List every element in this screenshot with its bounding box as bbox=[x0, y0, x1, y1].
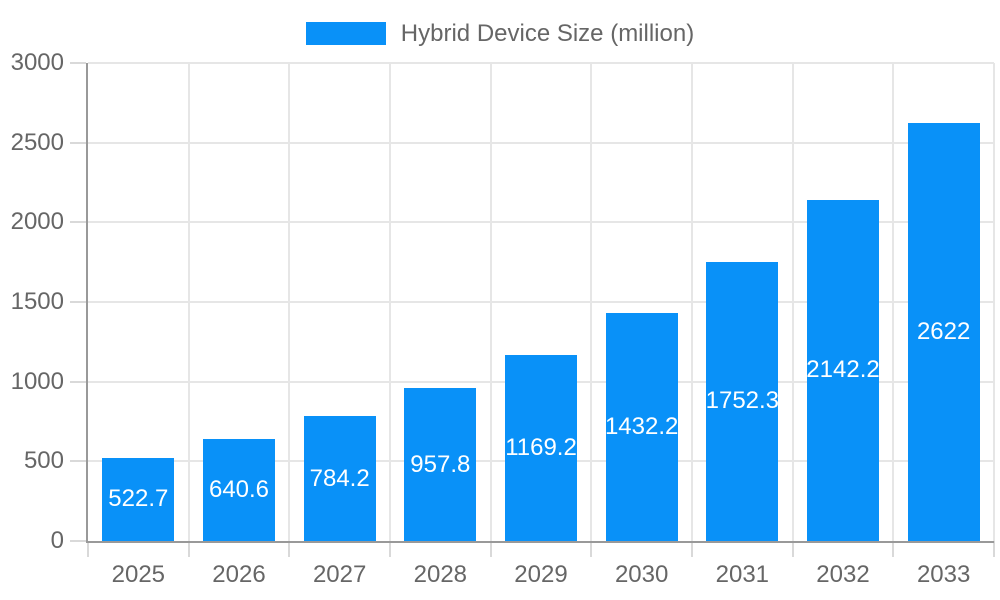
bar-value-label: 1752.3 bbox=[705, 387, 780, 415]
v-gridline bbox=[288, 63, 291, 541]
bar-value-label: 522.7 bbox=[108, 485, 169, 513]
x-tick-label: 2029 bbox=[514, 561, 568, 588]
y-axis-tick bbox=[70, 62, 86, 64]
legend-swatch bbox=[305, 22, 386, 45]
bar: 2142.2 bbox=[806, 199, 880, 541]
v-gridline bbox=[489, 63, 492, 541]
x-axis-tick bbox=[187, 541, 190, 557]
x-axis-tick bbox=[691, 541, 693, 557]
bar-value-label: 1169.2 bbox=[505, 433, 577, 461]
x-axis-tick bbox=[489, 541, 492, 557]
legend-label: Hybrid Device Size (million) bbox=[400, 19, 695, 47]
x-axis-tick bbox=[288, 541, 291, 557]
x-axis-tick bbox=[87, 541, 89, 557]
x-tick-label: 2030 bbox=[614, 561, 669, 588]
bar: 640.6 bbox=[203, 438, 275, 541]
x-axis-tick bbox=[791, 541, 794, 557]
bar: 1169.2 bbox=[505, 354, 577, 541]
h-gridline bbox=[88, 62, 994, 64]
y-tick-label: 2500 bbox=[10, 128, 64, 156]
x-axis-tick bbox=[892, 541, 895, 557]
bar-value-label: 784.2 bbox=[309, 464, 370, 492]
v-gridline bbox=[892, 63, 895, 541]
plot-area: 0 500 1000 1500 2000 2500 3000 522.7 2025 640.6 20… bbox=[11, 49, 995, 588]
v-gridline bbox=[389, 63, 391, 541]
v-gridline bbox=[590, 63, 593, 541]
x-tick-label: 2025 bbox=[111, 561, 166, 588]
x-tick-label: 2031 bbox=[715, 561, 770, 588]
y-tick-label: 0 bbox=[50, 527, 64, 554]
bar: 1752.3 bbox=[705, 261, 780, 541]
y-axis-tick bbox=[70, 301, 86, 303]
v-gridline bbox=[791, 63, 794, 541]
bar-value-label: 1432.2 bbox=[604, 412, 679, 440]
y-tick-label: 500 bbox=[23, 447, 64, 475]
y-axis-tick bbox=[70, 221, 86, 224]
bar: 1432.2 bbox=[604, 312, 679, 541]
bar: 2622 bbox=[907, 123, 980, 541]
y-axis-tick bbox=[70, 540, 86, 542]
v-gridline bbox=[691, 63, 693, 541]
y-tick-label: 2000 bbox=[10, 208, 64, 236]
y-axis-tick bbox=[70, 460, 86, 463]
bar: 522.7 bbox=[102, 457, 175, 541]
y-axis-line bbox=[86, 63, 88, 543]
v-gridline bbox=[187, 63, 190, 541]
x-tick-label: 2026 bbox=[212, 561, 266, 588]
bar-value-label: 2142.2 bbox=[806, 356, 880, 384]
x-axis-line bbox=[86, 541, 994, 543]
h-gridline bbox=[88, 301, 994, 303]
bar-value-label: 957.8 bbox=[410, 450, 471, 478]
bar: 784.2 bbox=[303, 416, 376, 541]
y-tick-label: 1500 bbox=[10, 288, 64, 315]
y-tick-label: 3000 bbox=[10, 49, 64, 76]
x-tick-label: 2033 bbox=[916, 561, 971, 588]
x-tick-label: 2028 bbox=[413, 561, 468, 588]
x-tick-label: 2027 bbox=[312, 561, 367, 588]
h-gridline bbox=[88, 221, 994, 224]
bar-value-label: 2622 bbox=[916, 318, 971, 346]
bar-value-label: 640.6 bbox=[208, 475, 270, 503]
v-gridline bbox=[993, 63, 995, 541]
bar: 957.8 bbox=[404, 388, 477, 541]
x-tick-label: 2032 bbox=[816, 561, 870, 588]
chart-legend[interactable]: Hybrid Device Size (million) bbox=[0, 19, 1000, 47]
x-axis-tick bbox=[590, 541, 593, 557]
y-axis-tick bbox=[70, 141, 86, 144]
x-axis-tick bbox=[993, 541, 995, 557]
x-axis-tick bbox=[389, 541, 391, 557]
y-tick-label: 1000 bbox=[10, 367, 64, 395]
h-gridline bbox=[88, 141, 994, 144]
y-axis-tick bbox=[70, 380, 86, 383]
